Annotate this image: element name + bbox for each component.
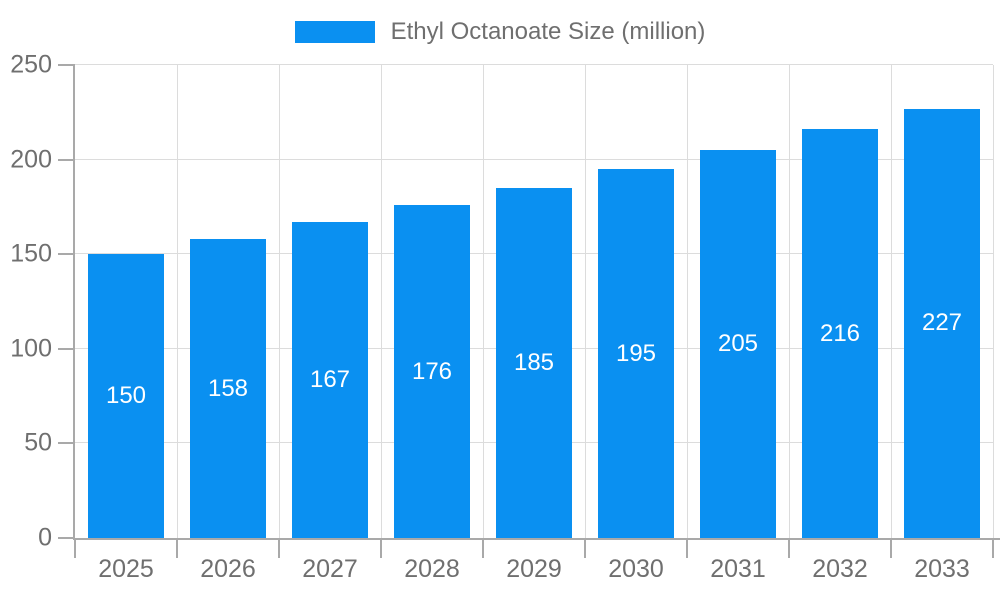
bar-cell: 227 [891, 65, 993, 538]
legend-label: Ethyl Octanoate Size (million) [390, 18, 706, 45]
x-axis-category-label: 2030 [608, 555, 664, 583]
gridline-vertical [177, 65, 178, 538]
x-axis-tick [74, 538, 76, 558]
y-axis-tick [58, 64, 75, 66]
bars-container: 150 158 167 176 185 195 205 216 227 [75, 65, 993, 538]
bar-2027[interactable]: 167 [292, 222, 368, 538]
y-axis-tick-label: 0 [38, 523, 52, 552]
y-axis-tick [58, 253, 75, 256]
bar-2025[interactable]: 150 [88, 254, 164, 538]
x-axis-category-label: 2025 [98, 555, 154, 583]
bar-value-label: 205 [717, 330, 759, 358]
x-axis-category-label: 2026 [200, 555, 256, 583]
x-axis-category-label: 2032 [812, 555, 868, 583]
bar-2026[interactable]: 158 [190, 239, 266, 538]
bar-value-label: 195 [615, 339, 657, 367]
y-axis-labels: 0 50 100 150 200 250 [0, 52, 52, 550]
bar-cell: 185 [483, 65, 585, 538]
y-axis-tick [58, 537, 75, 539]
bar-value-label: 176 [411, 357, 453, 385]
x-axis-tick [379, 538, 382, 558]
gridline-horizontal [75, 64, 993, 65]
gridline-horizontal [75, 158, 993, 160]
bar-cell: 195 [585, 65, 687, 538]
gridline-vertical [891, 65, 892, 538]
y-axis-tick-label: 150 [10, 239, 52, 268]
y-axis-tick [58, 158, 75, 161]
bar-cell: 167 [279, 65, 381, 538]
bar-value-label: 227 [921, 309, 963, 337]
bar-value-label: 158 [207, 374, 249, 402]
bar-cell: 158 [177, 65, 279, 538]
x-axis-category-label: 2029 [506, 555, 562, 583]
y-axis-tick-label: 50 [24, 428, 52, 457]
gridline-vertical [279, 65, 280, 538]
gridline-vertical [789, 65, 790, 538]
bar-value-label: 185 [513, 348, 555, 376]
x-axis-tick [788, 538, 790, 558]
bar-2032[interactable]: 216 [802, 129, 878, 538]
x-axis-category-label: 2027 [302, 555, 358, 583]
gridline-vertical [380, 65, 382, 538]
gridline-vertical [483, 65, 484, 538]
bar-value-label: 216 [819, 319, 861, 347]
bar-2029[interactable]: 185 [496, 187, 572, 538]
x-axis-tick [482, 538, 484, 558]
gridline-vertical [585, 65, 586, 538]
bar-value-label: 167 [309, 366, 351, 394]
legend[interactable]: Ethyl Octanoate Size (million) [0, 18, 1000, 47]
x-axis-category-label: 2028 [404, 555, 460, 583]
gridline-vertical [686, 65, 688, 538]
legend-swatch-icon [294, 21, 375, 44]
x-axis-tick [278, 538, 280, 558]
gridline-vertical [993, 65, 994, 538]
plot-area: 150 158 167 176 185 195 205 216 227 [75, 64, 994, 538]
x-axis-category-label: 2033 [914, 555, 970, 583]
bar-cell: 216 [789, 65, 891, 538]
bar-2030[interactable]: 195 [598, 169, 674, 538]
bar-cell: 176 [381, 65, 483, 538]
y-axis-tick [58, 442, 75, 445]
x-axis-line [73, 538, 1000, 540]
y-axis-tick [58, 347, 75, 350]
y-axis-tick-label: 200 [10, 145, 52, 174]
x-axis-labels: 2025 2026 2027 2028 2029 2030 2031 2032 2033 [75, 555, 993, 584]
x-axis-tick [992, 538, 994, 558]
x-axis-tick [685, 538, 688, 558]
y-axis-tick-label: 250 [10, 50, 52, 79]
x-axis-tick [176, 538, 178, 558]
bar-cell: 205 [687, 65, 789, 538]
x-axis-ticks [74, 538, 994, 558]
y-axis-tick-label: 100 [10, 334, 52, 363]
x-axis-category-label: 2031 [710, 555, 766, 583]
y-axis-ticks [58, 64, 75, 539]
bar-value-label: 150 [105, 382, 147, 410]
x-axis-tick [584, 538, 586, 558]
y-axis-line [73, 65, 75, 540]
x-axis-tick [890, 538, 892, 558]
bar-2028[interactable]: 176 [394, 205, 470, 538]
bar-2033[interactable]: 227 [904, 108, 980, 538]
bar-2031[interactable]: 205 [700, 150, 776, 538]
bar-cell: 150 [75, 65, 177, 538]
